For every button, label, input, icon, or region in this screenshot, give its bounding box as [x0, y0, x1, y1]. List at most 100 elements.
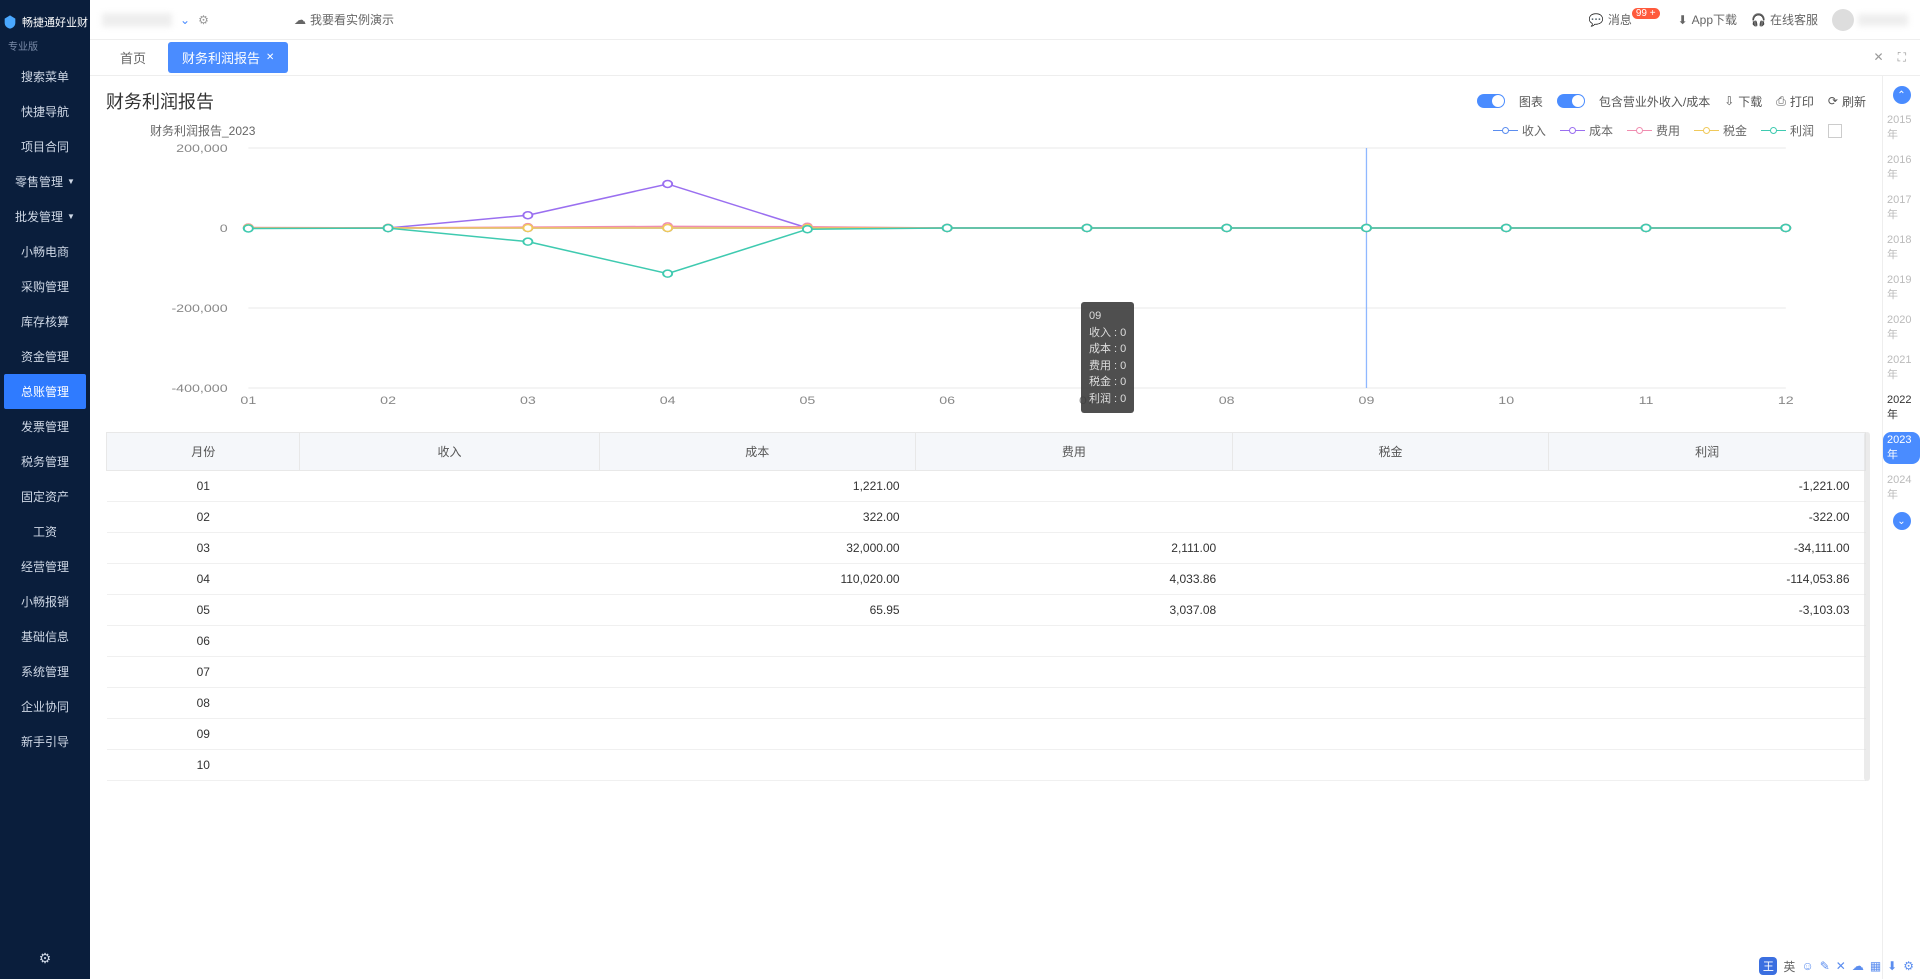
ime-lang[interactable]: 英: [1783, 958, 1795, 975]
legend-item[interactable]: 利润: [1761, 122, 1814, 139]
ime-icon[interactable]: ⚙: [1903, 959, 1914, 973]
table-cell: [916, 626, 1233, 657]
year-item[interactable]: 2019年: [1883, 272, 1920, 304]
chart-area: 财务利润报告_2023 收入成本费用税金利润 200,0000-200,000-…: [106, 122, 1866, 422]
sidebar-item[interactable]: 经营管理: [0, 549, 90, 584]
table-cell: [1232, 595, 1549, 626]
sidebar-item[interactable]: 项目合同: [0, 129, 90, 164]
sidebar-item[interactable]: 资金管理: [0, 339, 90, 374]
user-menu[interactable]: [1832, 9, 1908, 31]
demo-link[interactable]: ☁ 我要看实例演示: [294, 11, 394, 28]
table-cell: -3,103.03: [1549, 595, 1866, 626]
headset-icon: 🎧: [1751, 13, 1766, 27]
sidebar-menu: 搜索菜单快捷导航项目合同零售管理▼批发管理▼小畅电商采购管理库存核算资金管理总账…: [0, 59, 90, 759]
app-download-button[interactable]: ⬇ App下载: [1678, 11, 1737, 28]
legend-item[interactable]: 成本: [1560, 122, 1613, 139]
ime-icon[interactable]: ⬇: [1887, 959, 1897, 973]
print-button[interactable]: ⎙打印: [1776, 93, 1814, 110]
gear-icon[interactable]: ⚙: [198, 13, 209, 27]
table-cell: -114,053.86: [1549, 564, 1866, 595]
profit-chart[interactable]: 200,0000-200,000-400,0000102030405060708…: [106, 140, 1866, 410]
sidebar-item[interactable]: 批发管理▼: [0, 199, 90, 234]
svg-text:05: 05: [799, 394, 815, 407]
ime-icon[interactable]: ✎: [1820, 959, 1830, 973]
sidebar-item[interactable]: 小畅报销: [0, 584, 90, 619]
refresh-button[interactable]: ⟳刷新: [1828, 93, 1866, 110]
message-icon: 💬: [1589, 13, 1604, 27]
table-cell: [1232, 719, 1549, 750]
service-button[interactable]: 🎧 在线客服: [1751, 11, 1818, 28]
year-scroll-down-icon[interactable]: ⌄: [1893, 512, 1911, 530]
table-row: 0332,000.002,111.00-34,111.00: [107, 533, 1866, 564]
legend-label: 成本: [1589, 122, 1613, 139]
org-name-blurred: [102, 13, 172, 27]
tab-expand-icon[interactable]: ⛶: [1894, 46, 1910, 69]
tab-home[interactable]: 首页: [106, 42, 160, 73]
year-item[interactable]: 2023年: [1883, 432, 1920, 464]
sidebar-item[interactable]: 工资: [0, 514, 90, 549]
app-logo: 畅捷通好业财: [0, 0, 90, 40]
sidebar-item[interactable]: 总账管理: [4, 374, 86, 409]
table-cell: [1232, 533, 1549, 564]
sidebar-item[interactable]: 系统管理: [0, 654, 90, 689]
caret-down-icon: ▼: [67, 177, 75, 186]
org-selector[interactable]: ⌄ ⚙: [102, 13, 282, 27]
sidebar-item[interactable]: 税务管理: [0, 444, 90, 479]
toggle-chart[interactable]: [1477, 94, 1505, 108]
year-scroll-up-icon[interactable]: ⌃: [1893, 86, 1911, 104]
sidebar-item[interactable]: 搜索菜单: [0, 59, 90, 94]
table-row: 011,221.00-1,221.00: [107, 471, 1866, 502]
ime-icon[interactable]: ☺: [1801, 959, 1813, 973]
table-cell: 3,037.08: [916, 595, 1233, 626]
table-cell: 04: [107, 564, 300, 595]
sidebar-settings-icon[interactable]: ⚙: [0, 950, 90, 967]
table-cell: [599, 657, 916, 688]
year-item[interactable]: 2016年: [1883, 152, 1920, 184]
message-button[interactable]: 💬 消息 99 +: [1589, 11, 1664, 28]
year-item[interactable]: 2018年: [1883, 232, 1920, 264]
year-item[interactable]: 2017年: [1883, 192, 1920, 224]
table-cell: [916, 750, 1233, 781]
table-cell: [916, 719, 1233, 750]
sidebar-item[interactable]: 新手引导: [0, 724, 90, 759]
table-cell: [300, 657, 599, 688]
sidebar-item[interactable]: 发票管理: [0, 409, 90, 444]
scrollbar[interactable]: [1864, 432, 1870, 781]
tab-close-all-icon[interactable]: ✕: [1870, 46, 1888, 69]
year-item[interactable]: 2024年: [1883, 472, 1920, 504]
table-cell: [1232, 750, 1549, 781]
legend-item[interactable]: 费用: [1627, 122, 1680, 139]
toggle-extra[interactable]: [1557, 94, 1585, 108]
table-cell: [599, 688, 916, 719]
toggle-extra-label: 包含营业外收入/成本: [1599, 93, 1710, 110]
sidebar-item[interactable]: 企业协同: [0, 689, 90, 724]
table-header: 税金: [1232, 433, 1549, 471]
tab-report[interactable]: 财务利润报告 ✕: [168, 42, 288, 73]
year-item[interactable]: 2022年: [1883, 392, 1920, 424]
svg-text:11: 11: [1639, 394, 1654, 407]
sidebar-item[interactable]: 库存核算: [0, 304, 90, 339]
sidebar-item[interactable]: 小畅电商: [0, 234, 90, 269]
data-table: 月份收入成本费用税金利润011,221.00-1,221.0002322.00-…: [106, 432, 1866, 781]
sidebar-item[interactable]: 零售管理▼: [0, 164, 90, 199]
sidebar-item[interactable]: 基础信息: [0, 619, 90, 654]
table-row: 0565.953,037.08-3,103.03: [107, 595, 1866, 626]
download-button[interactable]: ⇩下载: [1724, 93, 1762, 110]
legend-item[interactable]: 收入: [1493, 122, 1546, 139]
sidebar-item[interactable]: 固定资产: [0, 479, 90, 514]
close-icon[interactable]: ✕: [266, 52, 274, 63]
year-item[interactable]: 2015年: [1883, 112, 1920, 144]
year-item[interactable]: 2020年: [1883, 312, 1920, 344]
sidebar-item[interactable]: 采购管理: [0, 269, 90, 304]
ime-icon[interactable]: ✕: [1836, 959, 1846, 973]
sidebar-item[interactable]: 快捷导航: [0, 94, 90, 129]
year-item[interactable]: 2021年: [1883, 352, 1920, 384]
ime-icon[interactable]: ☁: [1852, 959, 1864, 973]
legend-toggle-icon[interactable]: [1828, 124, 1842, 138]
table-cell: [300, 750, 599, 781]
ime-main-icon[interactable]: 王: [1759, 957, 1777, 975]
table-cell: [300, 595, 599, 626]
legend-item[interactable]: 税金: [1694, 122, 1747, 139]
ime-icon[interactable]: ▦: [1870, 959, 1881, 973]
topbar-right: 💬 消息 99 + ⬇ App下载 🎧 在线客服: [1589, 9, 1908, 31]
